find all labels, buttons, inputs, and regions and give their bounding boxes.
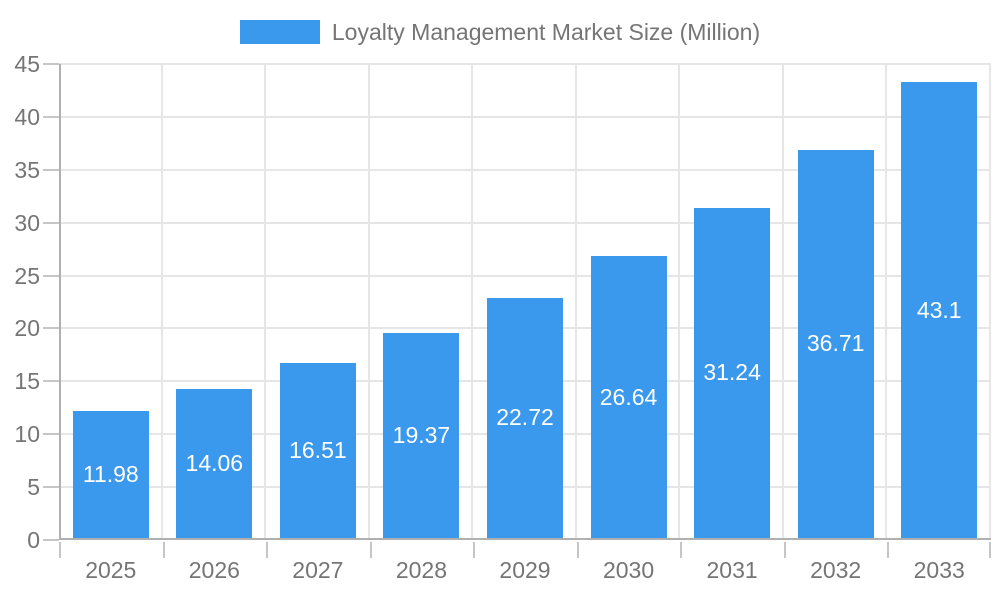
gridline-vertical bbox=[471, 64, 474, 540]
y-axis-label: 30 bbox=[14, 209, 40, 236]
y-axis-label: 20 bbox=[14, 315, 40, 342]
x-axis-label: 2026 bbox=[188, 557, 240, 583]
x-axis-label: 2029 bbox=[499, 557, 551, 583]
gridline-vertical bbox=[781, 64, 784, 540]
x-axis-tick bbox=[59, 542, 61, 558]
x-axis-tick bbox=[162, 542, 165, 558]
bar-value-label: 43.1 bbox=[916, 296, 962, 323]
x-axis-label: 2025 bbox=[85, 557, 137, 583]
gridline-vertical bbox=[678, 64, 681, 540]
bar[interactable]: 31.24 bbox=[694, 207, 771, 538]
gridline-horizontal bbox=[59, 168, 991, 171]
bar[interactable]: 26.64 bbox=[590, 256, 667, 538]
bar[interactable]: 19.37 bbox=[383, 333, 460, 538]
bar-value-label: 31.24 bbox=[703, 359, 761, 386]
y-axis-label: 0 bbox=[27, 527, 40, 553]
gridline-vertical bbox=[367, 64, 370, 540]
y-axis-label: 10 bbox=[14, 421, 40, 448]
y-axis-label: 35 bbox=[14, 156, 40, 183]
y-axis-tick bbox=[43, 327, 59, 330]
x-axis-tick bbox=[369, 542, 372, 558]
y-axis-label: 40 bbox=[14, 103, 40, 130]
gridline-horizontal bbox=[59, 274, 991, 277]
bar-value-label: 36.71 bbox=[806, 330, 865, 357]
y-axis-tick bbox=[43, 168, 59, 171]
y-axis-tick bbox=[43, 63, 59, 65]
y-axis-tick bbox=[43, 486, 59, 489]
x-axis-tick bbox=[266, 542, 269, 558]
bar-value-label: 14.06 bbox=[185, 450, 244, 477]
x-axis-label: 2031 bbox=[706, 557, 758, 583]
x-axis-tick bbox=[473, 542, 476, 558]
x-axis-label: 2032 bbox=[810, 557, 862, 583]
y-axis-label: 5 bbox=[27, 474, 40, 501]
bar-value-label: 16.51 bbox=[289, 437, 347, 464]
y-axis-line bbox=[59, 64, 61, 540]
y-axis-label: 15 bbox=[14, 368, 40, 395]
gridline-vertical bbox=[160, 64, 163, 540]
y-axis-tick bbox=[43, 380, 59, 383]
x-axis-tick bbox=[989, 542, 991, 558]
bar[interactable]: 36.71 bbox=[797, 149, 874, 538]
bar-value-label: 22.72 bbox=[496, 404, 554, 431]
x-axis-tick bbox=[680, 542, 683, 558]
legend-swatch-icon bbox=[239, 20, 320, 44]
x-axis-tick bbox=[783, 542, 786, 558]
y-axis-tick bbox=[43, 115, 59, 118]
bar-value-label: 19.37 bbox=[392, 422, 451, 449]
x-axis-label: 2030 bbox=[602, 557, 655, 583]
gridline-vertical bbox=[574, 64, 577, 540]
gridline-vertical bbox=[989, 64, 991, 540]
y-axis-tick bbox=[43, 221, 59, 224]
legend-label: Loyalty Management Market Size (Million) bbox=[331, 18, 761, 45]
y-axis-label: 45 bbox=[14, 51, 40, 77]
chart-legend[interactable]: Loyalty Management Market Size (Million) bbox=[0, 18, 1000, 45]
x-axis-label: 2033 bbox=[913, 557, 965, 583]
y-axis-tick bbox=[43, 433, 59, 436]
bar-value-label: 11.98 bbox=[82, 461, 139, 488]
bar[interactable]: 16.51 bbox=[279, 363, 356, 538]
x-axis-line bbox=[59, 538, 991, 540]
bar[interactable]: 11.98 bbox=[72, 411, 149, 538]
plot-area: 11.98 14.06 16.51 19.37 22.72 26.64 31.24 36.71… bbox=[59, 63, 991, 540]
x-axis-label: 2027 bbox=[292, 557, 344, 583]
bar[interactable]: 43.1 bbox=[901, 82, 978, 538]
x-axis-tick bbox=[887, 542, 890, 558]
x-axis-tick bbox=[576, 542, 579, 558]
gridline-vertical bbox=[264, 64, 267, 540]
bar[interactable]: 14.06 bbox=[176, 389, 253, 538]
y-axis-tick bbox=[43, 274, 59, 277]
y-axis-label: 25 bbox=[14, 262, 40, 289]
bar-value-label: 26.64 bbox=[599, 383, 658, 410]
gridline-horizontal bbox=[59, 115, 991, 118]
y-axis-tick bbox=[43, 539, 59, 541]
x-axis-label: 2028 bbox=[395, 557, 448, 583]
gridline-horizontal bbox=[59, 63, 991, 65]
gridline-horizontal bbox=[59, 221, 991, 224]
bar[interactable]: 22.72 bbox=[487, 297, 563, 538]
gridline-vertical bbox=[885, 64, 888, 540]
